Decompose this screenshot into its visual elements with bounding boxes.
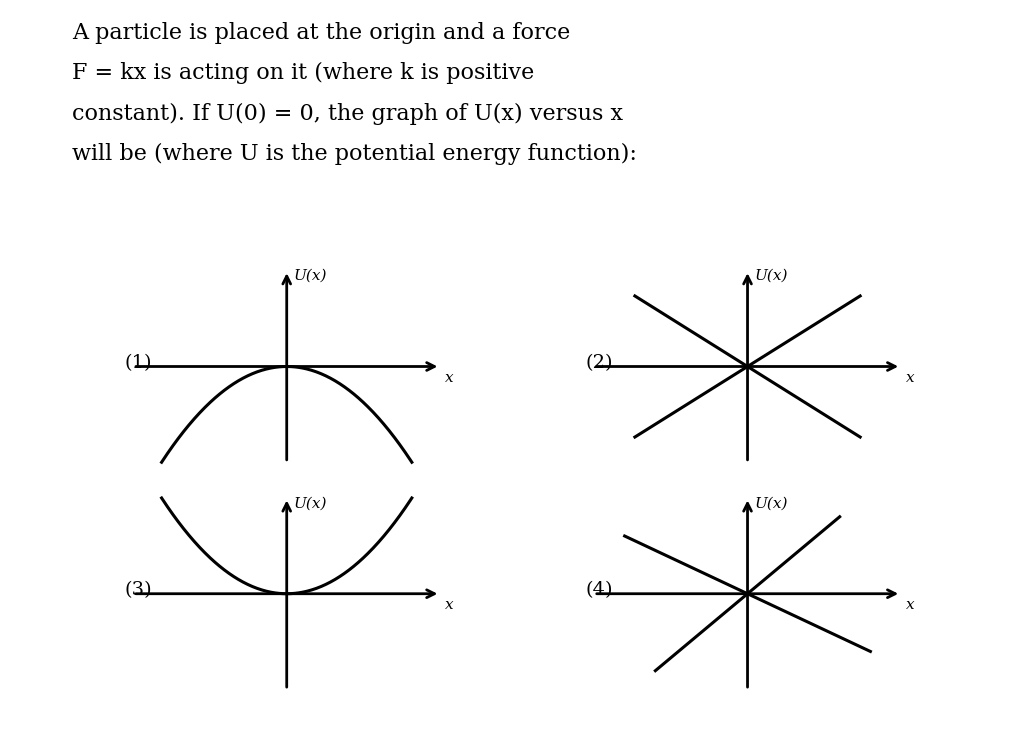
Text: F = kx is acting on it (where k is positive: F = kx is acting on it (where k is posit… bbox=[72, 62, 534, 84]
Text: x: x bbox=[445, 371, 454, 385]
Text: (2): (2) bbox=[586, 354, 613, 372]
Text: U(x): U(x) bbox=[294, 269, 328, 283]
Text: (3): (3) bbox=[125, 581, 153, 600]
Text: will be (where U is the potential energy function):: will be (where U is the potential energy… bbox=[72, 143, 637, 165]
Text: U(x): U(x) bbox=[755, 496, 788, 510]
Text: x: x bbox=[445, 598, 454, 612]
Text: U(x): U(x) bbox=[755, 269, 788, 283]
Text: constant). If U(0) = 0, the graph of U(x) versus x: constant). If U(0) = 0, the graph of U(x… bbox=[72, 103, 623, 125]
Text: x: x bbox=[906, 371, 914, 385]
Text: A particle is placed at the origin and a force: A particle is placed at the origin and a… bbox=[72, 22, 570, 44]
Text: (4): (4) bbox=[586, 581, 613, 600]
Text: (1): (1) bbox=[125, 354, 153, 372]
Text: U(x): U(x) bbox=[294, 496, 328, 510]
Text: x: x bbox=[906, 598, 914, 612]
